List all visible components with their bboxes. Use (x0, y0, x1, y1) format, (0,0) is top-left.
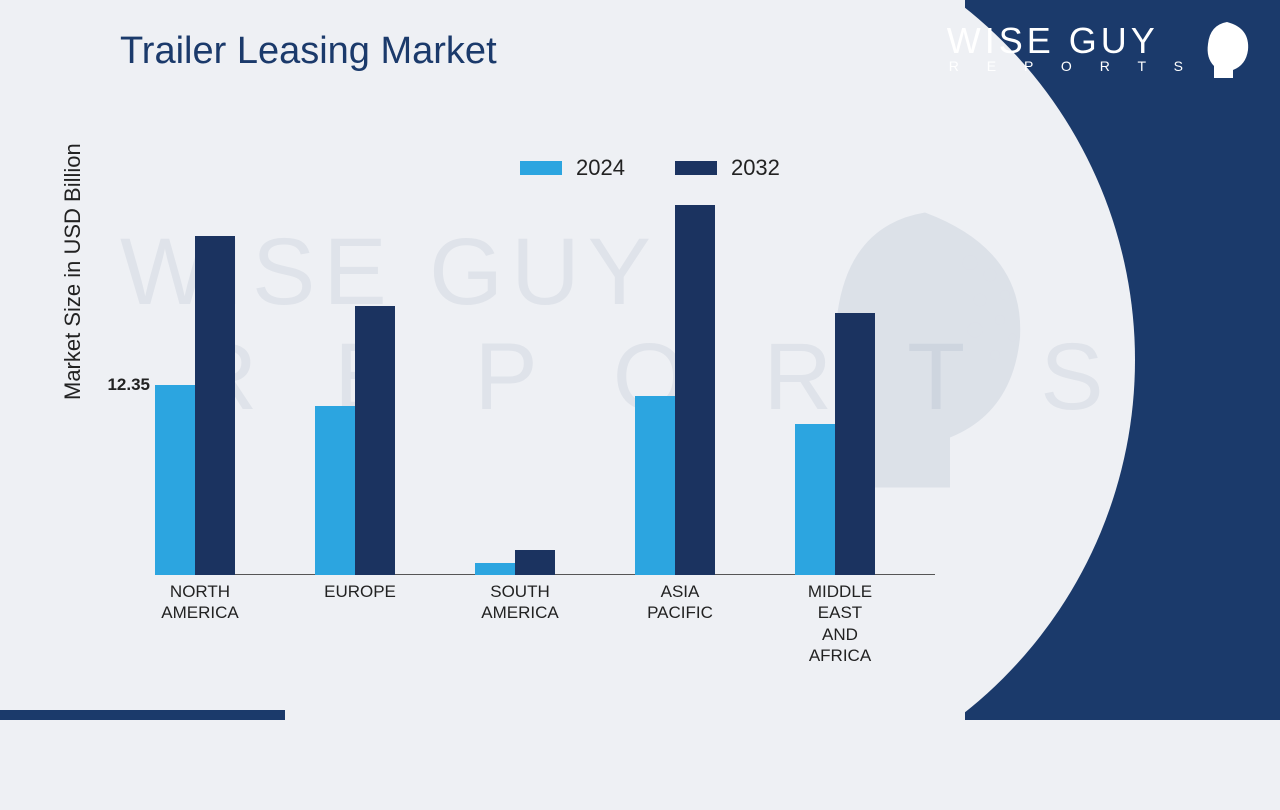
bar-2024 (315, 406, 355, 575)
legend-label-2032: 2032 (731, 155, 780, 181)
brand-subtitle: R E P O R T S (949, 58, 1195, 74)
category-label: NORTH AMERICA (161, 581, 238, 624)
legend-item-2032: 2032 (675, 155, 780, 181)
bar-2024 (635, 396, 675, 575)
category-label: ASIA PACIFIC (647, 581, 713, 624)
category-label: EUROPE (324, 581, 396, 602)
bar-2024 (155, 385, 195, 575)
bar-2024 (475, 563, 515, 575)
legend: 2024 2032 (520, 155, 780, 181)
brand-name: WISE GUY (947, 20, 1195, 62)
y-axis-label: Market Size in USD Billion (60, 143, 86, 400)
brand-logo: WISE GUY R E P O R T S (947, 20, 1255, 80)
brand-head-icon (1200, 20, 1255, 80)
bar-2032 (835, 313, 875, 575)
bar-2032 (195, 236, 235, 575)
bar-2032 (515, 550, 555, 575)
legend-label-2024: 2024 (576, 155, 625, 181)
chart-title: Trailer Leasing Market (120, 30, 497, 73)
bar-2024 (795, 424, 835, 575)
y-tick-label: 12.35 (100, 375, 150, 395)
legend-item-2024: 2024 (520, 155, 625, 181)
bottom-accent-bar (0, 710, 285, 720)
category-label: SOUTH AMERICA (481, 581, 558, 624)
bar-2032 (355, 306, 395, 576)
chart-area: 12.35 NORTH AMERICAEUROPESOUTH AMERICAAS… (155, 190, 935, 575)
bar-2032 (675, 205, 715, 575)
legend-swatch-2032 (675, 161, 717, 175)
category-label: MIDDLE EAST AND AFRICA (808, 581, 872, 666)
legend-swatch-2024 (520, 161, 562, 175)
